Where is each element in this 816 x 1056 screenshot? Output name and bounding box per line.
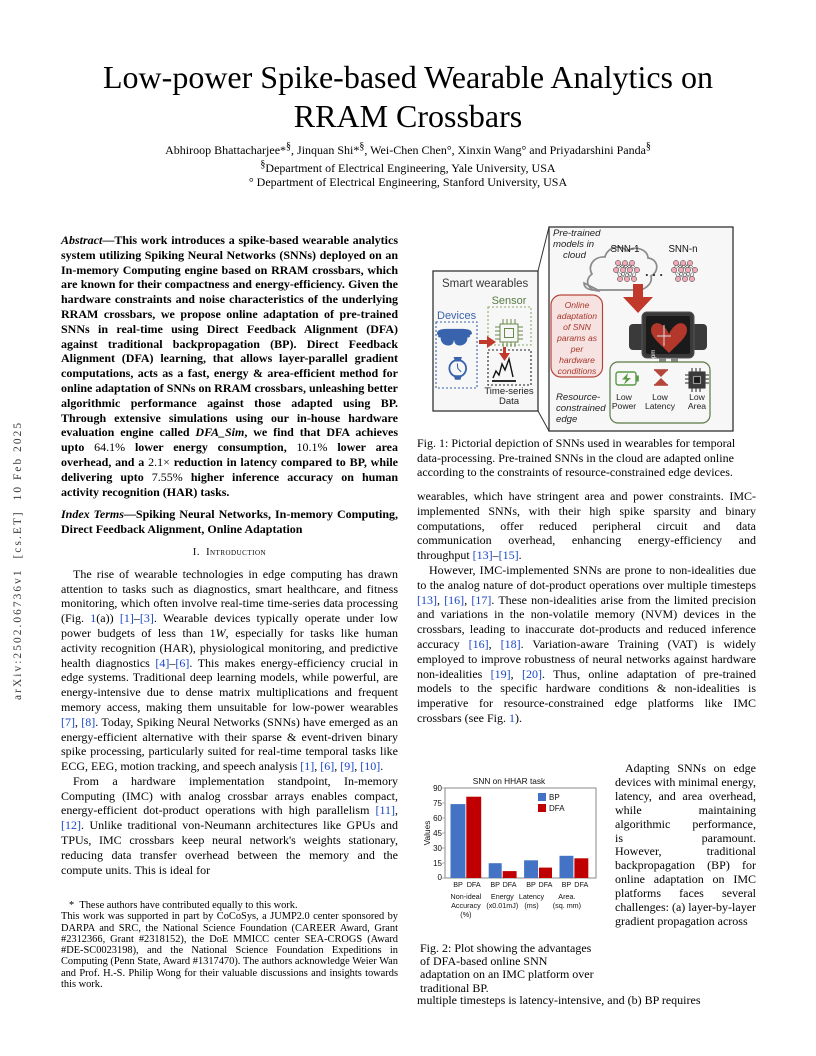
svg-text:SNN-n: SNN-n	[668, 244, 697, 255]
svg-text:Resource-: Resource-	[556, 392, 600, 403]
svg-text:Low: Low	[652, 392, 669, 402]
svg-text:BP: BP	[490, 880, 500, 889]
svg-text:75: 75	[433, 799, 442, 808]
svg-text:Data: Data	[499, 396, 520, 407]
svg-text:SNN-1: SNN-1	[610, 244, 639, 255]
svg-text:Time-series: Time-series	[484, 386, 534, 397]
svg-text:Online: Online	[565, 300, 590, 310]
svg-text:Sensor: Sensor	[492, 295, 527, 307]
svg-text:137 bpm: 137 bpm	[651, 350, 657, 373]
svg-text:BP: BP	[453, 880, 463, 889]
svg-text:Pre-trained: Pre-trained	[553, 228, 601, 239]
svg-text:adaptation: adaptation	[557, 311, 597, 321]
svg-text:conditions: conditions	[558, 366, 597, 376]
svg-text:DFA: DFA	[539, 880, 553, 889]
svg-text:(%): (%)	[460, 910, 471, 919]
svg-text:Latency: Latency	[645, 401, 676, 411]
svg-text:models in: models in	[553, 239, 594, 250]
svg-text:Area: Area	[688, 401, 706, 411]
svg-text:DFA: DFA	[549, 804, 565, 813]
svg-text:Latency: Latency	[519, 892, 545, 901]
svg-text:DFA: DFA	[503, 880, 517, 889]
svg-text:Devices: Devices	[437, 310, 477, 322]
svg-text:0: 0	[438, 873, 443, 882]
svg-text:per: per	[570, 344, 585, 354]
svg-text:Low: Low	[689, 392, 706, 402]
svg-text:60: 60	[433, 814, 442, 823]
svg-text:BP: BP	[549, 793, 560, 802]
svg-text:(sq. mm): (sq. mm)	[553, 901, 581, 910]
svg-text:Low: Low	[616, 392, 633, 402]
svg-text:(x0.01mJ): (x0.01mJ)	[486, 901, 518, 910]
svg-text:params as: params as	[556, 333, 598, 343]
svg-text:SNN on HHAR task: SNN on HHAR task	[473, 776, 546, 786]
svg-text:constrained: constrained	[556, 403, 606, 414]
svg-text:Area.: Area.	[558, 892, 575, 901]
svg-text:(ms): (ms)	[524, 901, 538, 910]
svg-text:edge: edge	[556, 414, 577, 425]
svg-text:DFA: DFA	[467, 880, 481, 889]
svg-text:15: 15	[433, 859, 442, 868]
svg-text:Power: Power	[612, 401, 636, 411]
svg-text:Non-ideal: Non-ideal	[451, 892, 482, 901]
svg-text:. . .: . . .	[645, 264, 663, 279]
svg-text:90: 90	[433, 784, 442, 793]
svg-text:Accuracy: Accuracy	[451, 901, 481, 910]
svg-text:BP: BP	[526, 880, 536, 889]
svg-text:Values: Values	[422, 821, 432, 846]
svg-text:cloud: cloud	[563, 250, 587, 261]
svg-text:Smart wearables: Smart wearables	[442, 278, 529, 290]
svg-text:Energy: Energy	[491, 892, 514, 901]
svg-text:45: 45	[433, 829, 442, 838]
svg-text:30: 30	[433, 844, 442, 853]
svg-text:BP: BP	[562, 880, 572, 889]
svg-text:hardware: hardware	[559, 355, 595, 365]
svg-text:DFA: DFA	[574, 880, 588, 889]
svg-text:of SNN: of SNN	[563, 322, 591, 332]
